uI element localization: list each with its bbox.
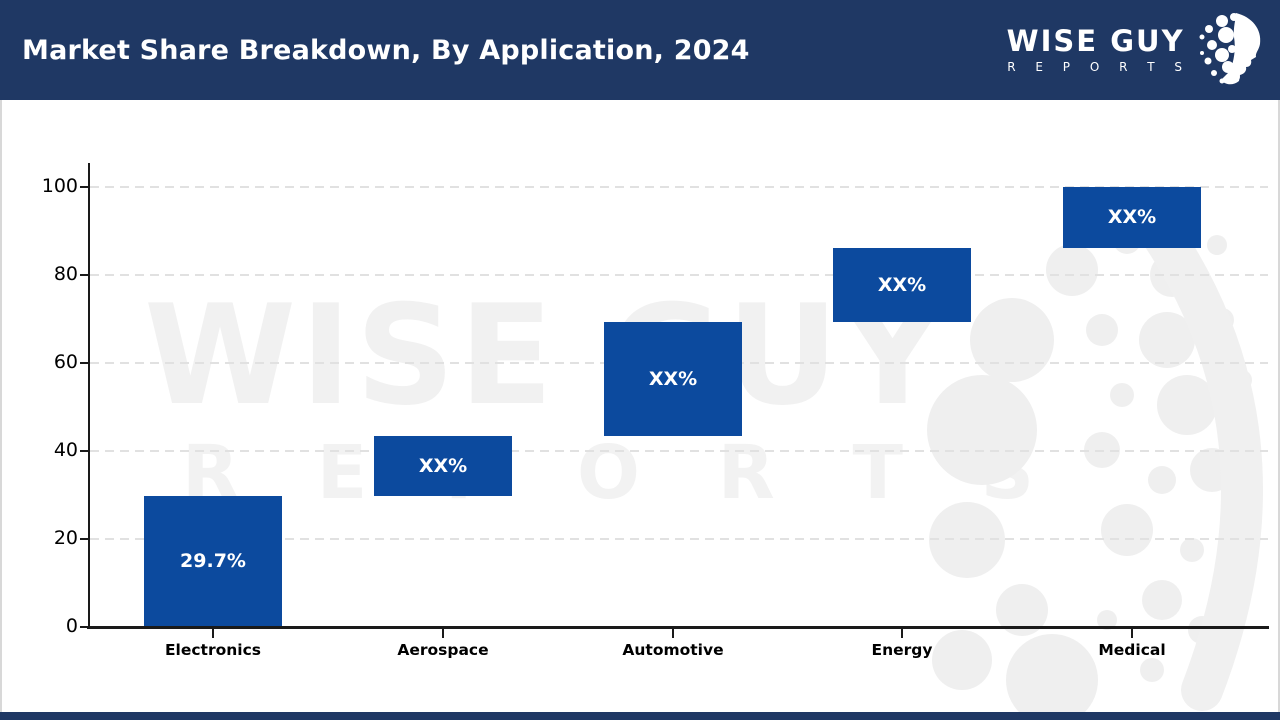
brand-name: WISE GUY: [1006, 23, 1185, 58]
x-tick-mark: [1131, 629, 1133, 638]
chart-area: WISE GUY R E P O R T S 0 20 40 60 80 100 29.7…: [0, 100, 1280, 712]
bar: 29.7%: [144, 495, 282, 627]
gridline: [90, 449, 1268, 452]
y-axis: [88, 163, 90, 628]
y-tick-mark: [80, 273, 89, 276]
brand-text: WISE GUY R E P O R T S: [1001, 23, 1190, 74]
gridline: [90, 185, 1268, 188]
watermark-subtext: R E P O R T S: [182, 430, 1061, 516]
x-tick-mark: [442, 629, 444, 638]
bar-label: XX%: [648, 367, 698, 390]
bar-label: XX%: [1107, 206, 1157, 229]
x-tick-label: Aerospace: [397, 641, 489, 659]
y-tick-label: 100: [41, 174, 78, 197]
y-tick-label: 40: [53, 438, 78, 461]
header: Market Share Breakdown, By Application, …: [0, 0, 1280, 100]
y-tick-mark: [80, 449, 89, 452]
bar: XX%: [374, 435, 512, 496]
page-title: Market Share Breakdown, By Application, …: [22, 34, 750, 66]
y-tick-mark: [80, 361, 89, 364]
y-tick-mark: [80, 625, 89, 628]
brand-logo: WISE GUY R E P O R T S: [1001, 9, 1266, 91]
x-tick-mark: [212, 629, 214, 638]
x-tick-mark: [672, 629, 674, 638]
x-tick-label: Medical: [1098, 641, 1166, 659]
bar: XX%: [833, 248, 971, 323]
x-tick-label: Automotive: [622, 641, 724, 659]
x-tick-label: Energy: [871, 641, 933, 659]
bar: XX%: [604, 322, 742, 436]
bar-label: XX%: [877, 274, 927, 297]
bar-label: 29.7%: [180, 550, 246, 573]
footer-bar: [0, 712, 1280, 720]
y-tick-mark: [80, 185, 89, 188]
y-tick-label: 60: [53, 350, 78, 373]
watermark-face-icon: [927, 199, 1263, 712]
y-tick-label: 80: [53, 262, 78, 285]
x-tick-mark: [901, 629, 903, 638]
gridline: [90, 273, 1268, 276]
gridline: [90, 537, 1268, 540]
bar: XX%: [1063, 186, 1201, 248]
bar-label: XX%: [418, 454, 468, 477]
y-tick-mark: [80, 537, 89, 540]
x-tick-label: Electronics: [164, 641, 262, 659]
watermark-text: WISE GUY: [144, 275, 947, 436]
logo-face-icon: [1199, 13, 1261, 85]
x-axis: [87, 626, 1269, 629]
y-tick-label: 20: [53, 526, 78, 549]
brand-subtitle: R E P O R T S: [1007, 59, 1190, 74]
y-tick-label: 0: [65, 614, 78, 637]
